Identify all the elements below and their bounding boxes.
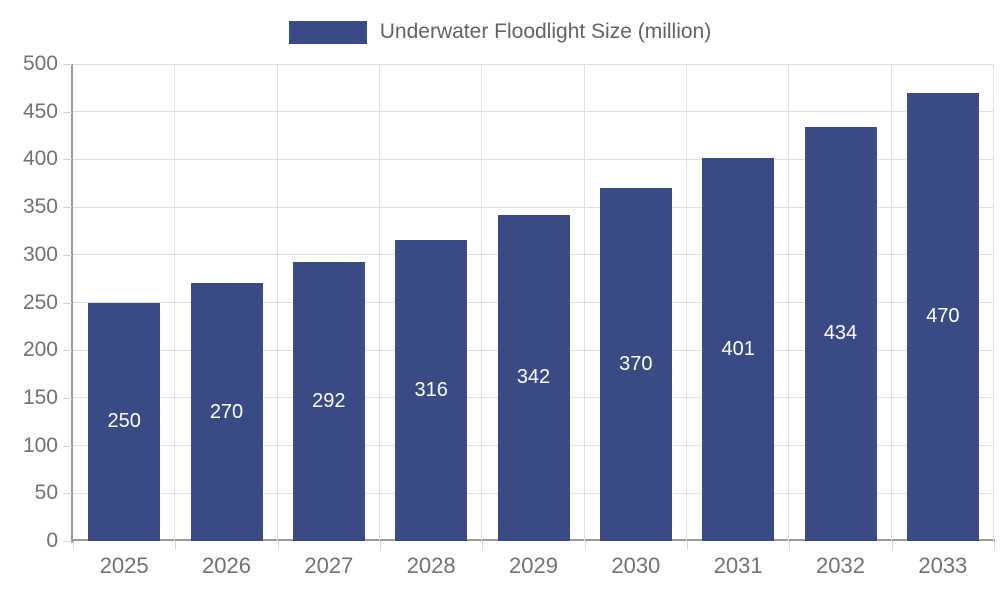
gridline-v (379, 64, 380, 541)
bar-2028[interactable]: 316 (395, 239, 468, 541)
y-axis-tick (63, 350, 72, 352)
gridline-h (73, 158, 994, 160)
y-axis-tick (63, 64, 72, 65)
bar-value-label: 342 (516, 366, 551, 389)
x-tick-label: 2029 (509, 553, 558, 578)
x-axis-tick (891, 541, 893, 550)
x-tick-label: 2032 (816, 553, 865, 578)
gridline-v (583, 64, 585, 541)
gridline-v (788, 64, 790, 541)
x-axis-tick (789, 541, 791, 550)
legend-swatch-icon (288, 20, 367, 44)
x-tick-label: 2031 (713, 553, 763, 578)
bar-2032[interactable]: 434 (804, 126, 877, 541)
gridline-h (73, 111, 994, 113)
bar-value-label: 370 (619, 353, 653, 376)
plot-area: 250 270 292 316 342 370 401 434 470 (73, 63, 994, 541)
bar-2031[interactable]: 401 (702, 158, 775, 541)
gridline-v (686, 64, 687, 541)
y-axis-tick (63, 397, 72, 399)
x-axis-tick (994, 541, 995, 550)
bar-value-label: 401 (721, 338, 755, 361)
y-tick-label: 450 (22, 99, 58, 123)
bar-2025[interactable]: 250 (88, 302, 161, 541)
x-tick-label: 2028 (406, 553, 456, 578)
bar-value-label: 250 (107, 410, 141, 433)
y-axis-tick (63, 302, 72, 304)
y-axis-tick (63, 159, 72, 161)
bar-value-label: 470 (926, 305, 960, 328)
x-tick-label: 2027 (304, 553, 354, 578)
y-tick-label: 100 (22, 433, 58, 457)
gridline-h (73, 206, 994, 208)
bar-2027[interactable]: 292 (292, 262, 365, 541)
bar-value-label: 270 (209, 400, 244, 423)
y-axis-tick (63, 493, 72, 495)
x-tick-label: 2030 (611, 553, 661, 578)
bar-2029[interactable]: 342 (497, 214, 570, 541)
bar-2033[interactable]: 470 (906, 92, 979, 541)
legend-item[interactable]: Underwater Floodlight Size (million) (0, 17, 1000, 47)
y-axis-tick (63, 541, 72, 542)
y-axis-line (71, 64, 73, 543)
x-axis-tick (584, 541, 586, 550)
bar-2026[interactable]: 270 (190, 283, 263, 541)
y-tick-label: 500 (22, 52, 58, 75)
y-tick-label: 350 (22, 195, 58, 219)
x-tick-label: 2026 (202, 553, 251, 578)
y-tick-label: 200 (22, 338, 58, 362)
y-axis-tick (63, 207, 72, 209)
x-axis-tick (175, 541, 177, 550)
x-axis-tick (482, 541, 484, 550)
x-axis-tick (687, 541, 688, 550)
y-axis-tick (63, 445, 72, 447)
y-tick-label: 400 (22, 147, 58, 171)
x-tick-label: 2033 (918, 553, 968, 578)
x-axis-tick (73, 541, 74, 550)
y-tick-label: 300 (22, 242, 58, 266)
bar-value-label: 292 (312, 390, 346, 413)
bar-value-label: 316 (414, 378, 448, 401)
legend-label: Underwater Floodlight Size (million) (379, 20, 712, 43)
y-tick-label: 50 (34, 481, 58, 505)
y-axis-tick (63, 254, 72, 256)
gridline-v (890, 64, 892, 541)
gridline-v (174, 64, 176, 541)
y-tick-label: 150 (22, 385, 58, 409)
y-axis-tick (63, 111, 72, 113)
gridline-v (993, 64, 994, 541)
bar-2030[interactable]: 370 (599, 188, 672, 541)
x-tick-label: 2025 (99, 553, 149, 578)
gridline-h (73, 63, 994, 65)
y-tick-label: 0 (46, 529, 58, 552)
x-axis-tick (380, 541, 381, 550)
y-tick-label: 250 (22, 290, 58, 314)
x-axis-tick (277, 541, 279, 550)
bar-value-label: 434 (823, 322, 858, 345)
gridline-v (276, 64, 278, 541)
gridline-v (481, 64, 483, 541)
